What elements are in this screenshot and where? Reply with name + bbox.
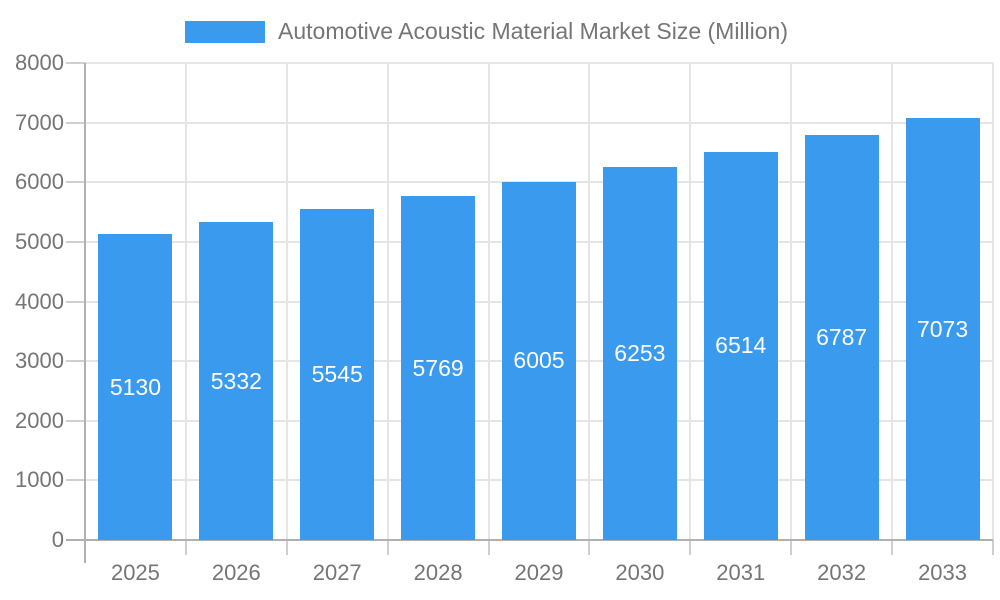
x-tick-label: 2033: [918, 560, 968, 585]
y-tick: [66, 300, 85, 303]
y-tick: [66, 62, 85, 64]
x-gridline: [891, 63, 894, 540]
y-tick-label: 6000: [15, 169, 64, 195]
bar[interactable]: 5332: [199, 222, 274, 540]
x-tick: [891, 540, 894, 555]
y-tick-label: 2000: [15, 407, 64, 433]
x-gridline: [285, 63, 288, 540]
y-tick: [66, 181, 85, 184]
bar[interactable]: 6253: [602, 167, 677, 540]
x-tick: [184, 540, 187, 555]
bar-value-label: 6787: [816, 324, 868, 351]
y-tick-label: 3000: [15, 348, 64, 374]
x-tick: [487, 540, 490, 555]
bar-value-label: 6514: [715, 332, 767, 359]
bar[interactable]: 6005: [502, 181, 576, 540]
x-tick-label: 2027: [312, 560, 362, 585]
x-gridline: [588, 63, 591, 540]
x-gridline: [790, 63, 793, 540]
x-tick-label: 2029: [514, 560, 564, 585]
bar-value-label: 6253: [614, 340, 666, 367]
y-tick-label: 8000: [15, 50, 64, 75]
x-tick-label: 2025: [110, 560, 160, 585]
y-gridline: [85, 62, 993, 64]
legend-label: Automotive Acoustic Material Market Size…: [278, 18, 788, 44]
y-tick-label: 5000: [15, 228, 64, 254]
x-tick: [386, 540, 389, 555]
y-axis-line: [84, 63, 86, 563]
x-tick: [285, 540, 288, 555]
x-tick-label: 2028: [413, 560, 463, 585]
y-tick: [66, 479, 85, 482]
y-tick: [66, 360, 85, 363]
bar-value-label: 5130: [109, 373, 162, 400]
x-tick: [992, 540, 994, 555]
bar-value-label: 5545: [311, 361, 363, 388]
x-gridline: [992, 63, 994, 540]
x-gridline: [487, 63, 490, 540]
y-tick: [66, 121, 85, 124]
y-tick: [66, 419, 85, 422]
chart-legend-item[interactable]: Automotive Acoustic Material Market Size…: [185, 20, 788, 43]
x-tick-label: 2026: [211, 560, 261, 585]
x-tick: [588, 540, 591, 555]
x-axis-line: [66, 539, 993, 541]
x-gridline: [184, 63, 187, 540]
x-tick-label: 2032: [817, 560, 867, 585]
y-tick-label: 0: [51, 527, 64, 552]
bar-value-label: 6005: [513, 347, 565, 374]
x-gridline: [689, 63, 692, 540]
y-tick: [66, 240, 85, 243]
y-tick-label: 7000: [15, 109, 64, 135]
legend-swatch: [185, 20, 265, 43]
bar[interactable]: 6787: [804, 135, 879, 540]
y-tick-label: 4000: [15, 288, 64, 314]
x-tick-label: 2030: [615, 560, 665, 585]
bar-value-label: 5769: [412, 354, 464, 381]
bar[interactable]: 5130: [98, 234, 173, 540]
x-gridline: [386, 63, 389, 540]
x-tick: [790, 540, 793, 555]
x-tick-label: 2031: [716, 560, 766, 585]
x-tick: [689, 540, 692, 555]
bar[interactable]: 7073: [905, 118, 980, 540]
bar-value-label: 5332: [210, 367, 262, 394]
y-tick-label: 1000: [15, 467, 64, 493]
bar-value-label: 7073: [916, 315, 969, 342]
bar[interactable]: 6514: [703, 151, 778, 540]
bar[interactable]: 5769: [401, 196, 476, 540]
bar[interactable]: 5545: [300, 209, 375, 540]
y-gridline: [85, 121, 993, 124]
